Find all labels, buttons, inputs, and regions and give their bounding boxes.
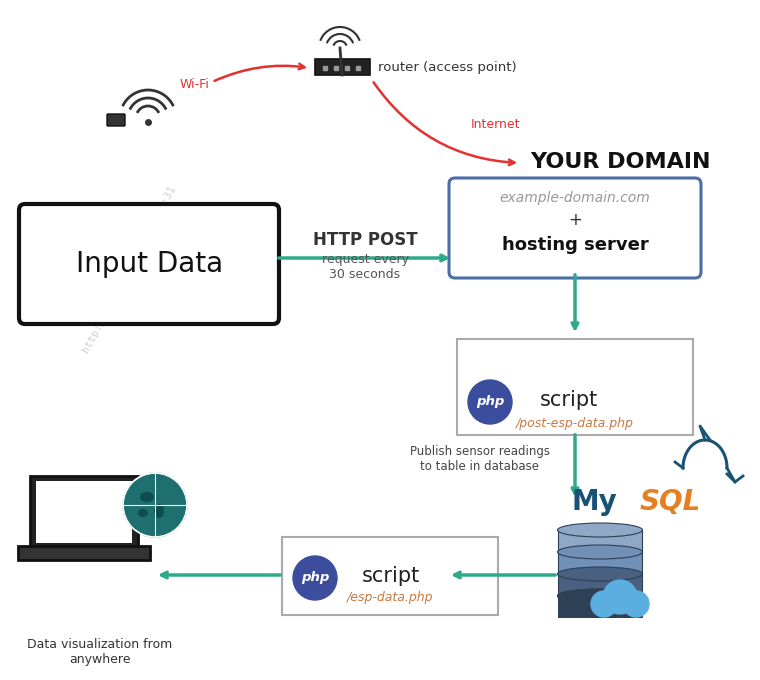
Text: hosting server: hosting server (502, 236, 648, 254)
Ellipse shape (558, 589, 642, 603)
Text: /post-esp-data.php: /post-esp-data.php (516, 418, 634, 430)
Text: YOUR DOMAIN: YOUR DOMAIN (530, 152, 711, 172)
Ellipse shape (558, 523, 642, 537)
Ellipse shape (138, 509, 148, 517)
Text: /esp-data.php: /esp-data.php (347, 592, 433, 605)
Text: Data visualization from: Data visualization from (27, 639, 173, 651)
Text: to table in database: to table in database (420, 460, 540, 473)
FancyBboxPatch shape (36, 481, 132, 543)
Ellipse shape (140, 492, 154, 502)
FancyBboxPatch shape (19, 204, 279, 324)
Circle shape (623, 591, 649, 617)
Ellipse shape (558, 589, 642, 603)
Circle shape (591, 591, 617, 617)
Text: Wi-Fi: Wi-Fi (180, 78, 210, 92)
Text: SQL: SQL (640, 488, 701, 516)
Text: 30 seconds: 30 seconds (329, 269, 401, 282)
FancyBboxPatch shape (558, 552, 643, 574)
Text: Internet: Internet (470, 118, 520, 131)
Text: request every: request every (321, 254, 409, 267)
Text: php: php (301, 571, 329, 585)
Text: router (access point): router (access point) (378, 61, 517, 75)
Circle shape (468, 380, 512, 424)
FancyBboxPatch shape (449, 178, 701, 278)
Text: Input Data: Input Data (77, 250, 223, 278)
FancyBboxPatch shape (282, 537, 498, 615)
FancyBboxPatch shape (558, 596, 643, 618)
Text: +: + (568, 211, 582, 229)
FancyBboxPatch shape (107, 114, 125, 126)
Circle shape (603, 580, 637, 614)
Text: php: php (476, 396, 504, 409)
Text: ·: · (685, 492, 692, 511)
FancyBboxPatch shape (558, 530, 643, 552)
Text: My: My (572, 488, 617, 516)
FancyBboxPatch shape (30, 476, 138, 548)
Text: script: script (362, 566, 420, 586)
Circle shape (123, 473, 187, 537)
Text: anywhere: anywhere (69, 653, 131, 666)
Text: Publish sensor readings: Publish sensor readings (410, 445, 550, 458)
Ellipse shape (558, 545, 642, 559)
Ellipse shape (558, 567, 642, 581)
FancyBboxPatch shape (315, 59, 370, 75)
Ellipse shape (154, 504, 164, 518)
FancyBboxPatch shape (457, 339, 693, 435)
Text: script: script (540, 390, 598, 410)
Text: http://microdigisoft.com 14:31: http://microdigisoft.com 14:31 (81, 185, 179, 355)
Text: HTTP POST: HTTP POST (312, 231, 417, 249)
Text: example-domain.com: example-domain.com (499, 191, 651, 205)
FancyBboxPatch shape (18, 546, 150, 560)
FancyBboxPatch shape (558, 574, 643, 596)
Circle shape (293, 556, 337, 600)
